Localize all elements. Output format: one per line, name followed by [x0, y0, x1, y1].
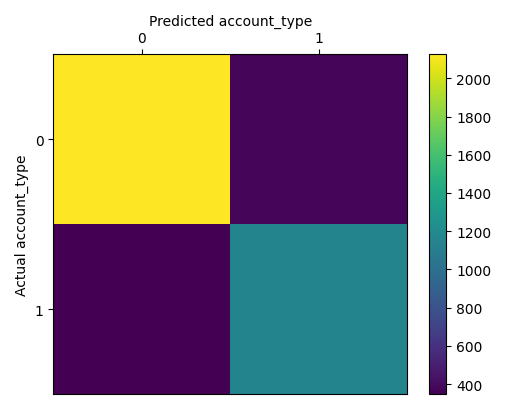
- Y-axis label: Actual account_type: Actual account_type: [15, 154, 29, 295]
- X-axis label: Predicted account_type: Predicted account_type: [148, 15, 312, 29]
